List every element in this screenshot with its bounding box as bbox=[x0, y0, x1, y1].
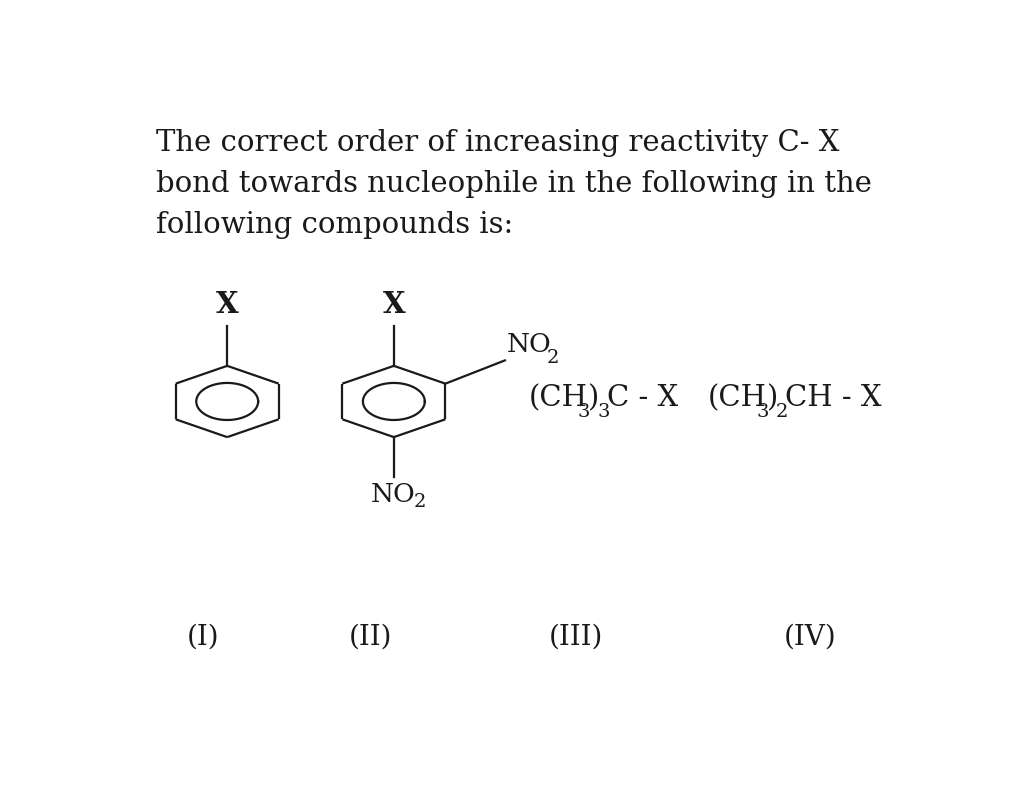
Text: X: X bbox=[383, 289, 406, 319]
Text: 3: 3 bbox=[578, 403, 591, 421]
Text: (II): (II) bbox=[348, 623, 392, 650]
Text: CH - X: CH - X bbox=[785, 385, 882, 413]
Text: The correct order of increasing reactivity C- X: The correct order of increasing reactivi… bbox=[156, 129, 839, 157]
Text: following compounds is:: following compounds is: bbox=[156, 211, 513, 239]
Text: (CH: (CH bbox=[528, 385, 588, 413]
Text: NO: NO bbox=[371, 482, 416, 506]
Text: (CH: (CH bbox=[708, 385, 766, 413]
Text: ): ) bbox=[767, 385, 778, 413]
Text: NO: NO bbox=[507, 332, 551, 357]
Text: (I): (I) bbox=[187, 623, 220, 650]
Text: 2: 2 bbox=[414, 493, 426, 511]
Text: (IV): (IV) bbox=[784, 623, 837, 650]
Text: X: X bbox=[216, 289, 239, 319]
Text: 3: 3 bbox=[597, 403, 609, 421]
Text: bond towards nucleophile in the following in the: bond towards nucleophile in the followin… bbox=[156, 170, 871, 198]
Text: 3: 3 bbox=[757, 403, 769, 421]
Text: 2: 2 bbox=[775, 403, 787, 421]
Text: 2: 2 bbox=[547, 348, 559, 366]
Text: (III): (III) bbox=[549, 623, 603, 650]
Text: C - X: C - X bbox=[606, 385, 678, 413]
Text: ): ) bbox=[588, 385, 599, 413]
